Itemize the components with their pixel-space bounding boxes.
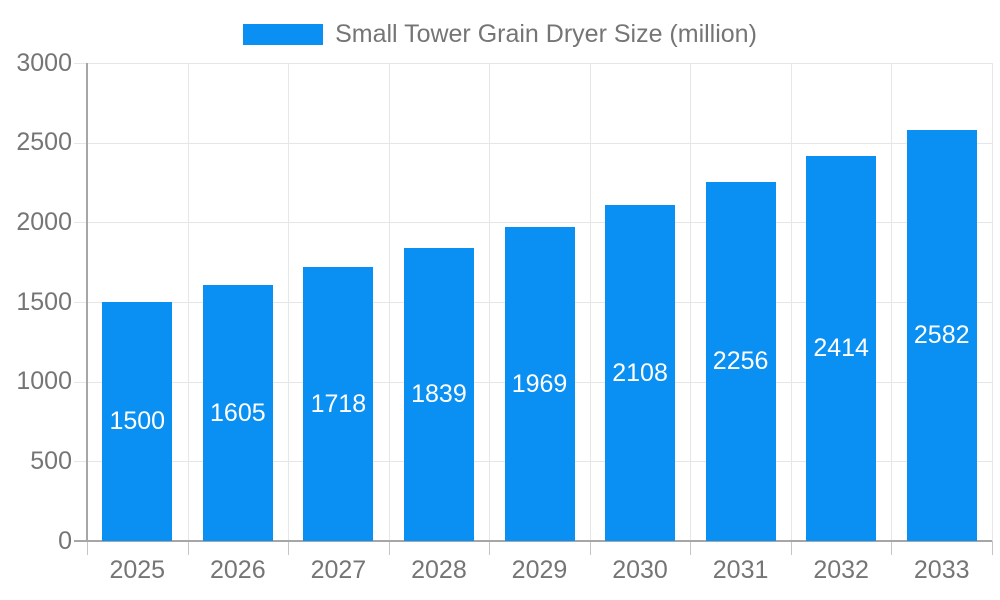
x-axis-tick — [388, 541, 390, 555]
x-tick-label: 2025 — [109, 556, 166, 584]
gridline-vertical — [288, 63, 290, 541]
y-tick-label: 1500 — [16, 287, 72, 316]
bar-value-label: 1605 — [210, 398, 266, 427]
y-tick-label: 2500 — [16, 128, 72, 157]
bar-2026[interactable]: 1605 — [202, 285, 273, 541]
legend-label[interactable]: Small Tower Grain Dryer Size (million) — [335, 20, 757, 48]
gridline-vertical — [489, 63, 491, 541]
x-axis-tick — [891, 541, 893, 555]
x-tick-label: 2032 — [813, 556, 869, 584]
x-tick-label: 2031 — [712, 556, 769, 584]
y-tick-label: 1000 — [16, 367, 72, 396]
y-axis-tick — [74, 222, 87, 224]
bar-value-label: 2108 — [612, 358, 668, 387]
bar-2027[interactable]: 1718 — [303, 267, 374, 541]
bar-value-label: 2414 — [813, 334, 869, 363]
gridline-vertical — [690, 63, 692, 541]
x-tick-label: 2028 — [411, 556, 467, 584]
gridline-vertical — [790, 63, 792, 541]
bar-2030[interactable]: 2108 — [605, 205, 676, 541]
y-axis-tick — [74, 381, 87, 383]
x-axis-tick — [690, 541, 692, 555]
gridline-horizontal — [87, 63, 992, 64]
gridline-vertical — [589, 63, 591, 541]
bar-value-label: 1500 — [109, 407, 166, 435]
bar-value-label: 2582 — [913, 320, 970, 349]
bar-value-label: 2256 — [712, 346, 769, 375]
y-tick-label: 2000 — [16, 207, 72, 236]
y-axis-tick — [74, 63, 87, 64]
bar-value-label: 1718 — [310, 389, 367, 418]
legend-swatch[interactable] — [243, 24, 324, 45]
x-axis-tick — [992, 541, 993, 555]
bar-value-label: 1969 — [511, 369, 568, 398]
x-tick-label: 2030 — [612, 556, 668, 584]
y-tick-label: 500 — [30, 446, 72, 475]
gridline-vertical — [992, 63, 993, 541]
bar-2028[interactable]: 1839 — [403, 247, 474, 541]
gridline-vertical — [388, 63, 390, 541]
x-tick-label: 2027 — [310, 556, 367, 584]
gridline-vertical — [187, 63, 189, 541]
bar-2029[interactable]: 1969 — [504, 227, 575, 541]
x-axis-tick — [589, 541, 591, 555]
bar-2031[interactable]: 2256 — [705, 181, 776, 541]
bar-2033[interactable]: 2582 — [906, 129, 977, 541]
x-tick-label: 2026 — [210, 556, 266, 584]
x-tick-label: 2029 — [511, 556, 568, 584]
x-axis-line — [74, 540, 992, 542]
bar-value-label: 1839 — [411, 379, 467, 408]
gridline-horizontal — [87, 222, 992, 224]
legend: Small Tower Grain Dryer Size (million) — [0, 20, 1000, 49]
gridline-horizontal — [87, 142, 992, 144]
x-axis-tick — [489, 541, 491, 555]
y-axis-tick — [74, 142, 87, 144]
x-axis-tick — [87, 541, 88, 555]
y-axis-tick — [74, 302, 87, 303]
x-axis-tick — [790, 541, 792, 555]
gridline-vertical — [891, 63, 893, 541]
bar-2025[interactable]: 1500 — [102, 302, 173, 541]
y-tick-label: 3000 — [16, 48, 72, 77]
y-axis-line — [86, 63, 88, 541]
y-axis-tick — [74, 461, 87, 463]
x-tick-label: 2033 — [913, 556, 970, 584]
x-axis-tick — [288, 541, 290, 555]
bar-2032[interactable]: 2414 — [806, 156, 877, 541]
x-axis-tick — [187, 541, 189, 555]
y-tick-label: 0 — [58, 526, 72, 555]
